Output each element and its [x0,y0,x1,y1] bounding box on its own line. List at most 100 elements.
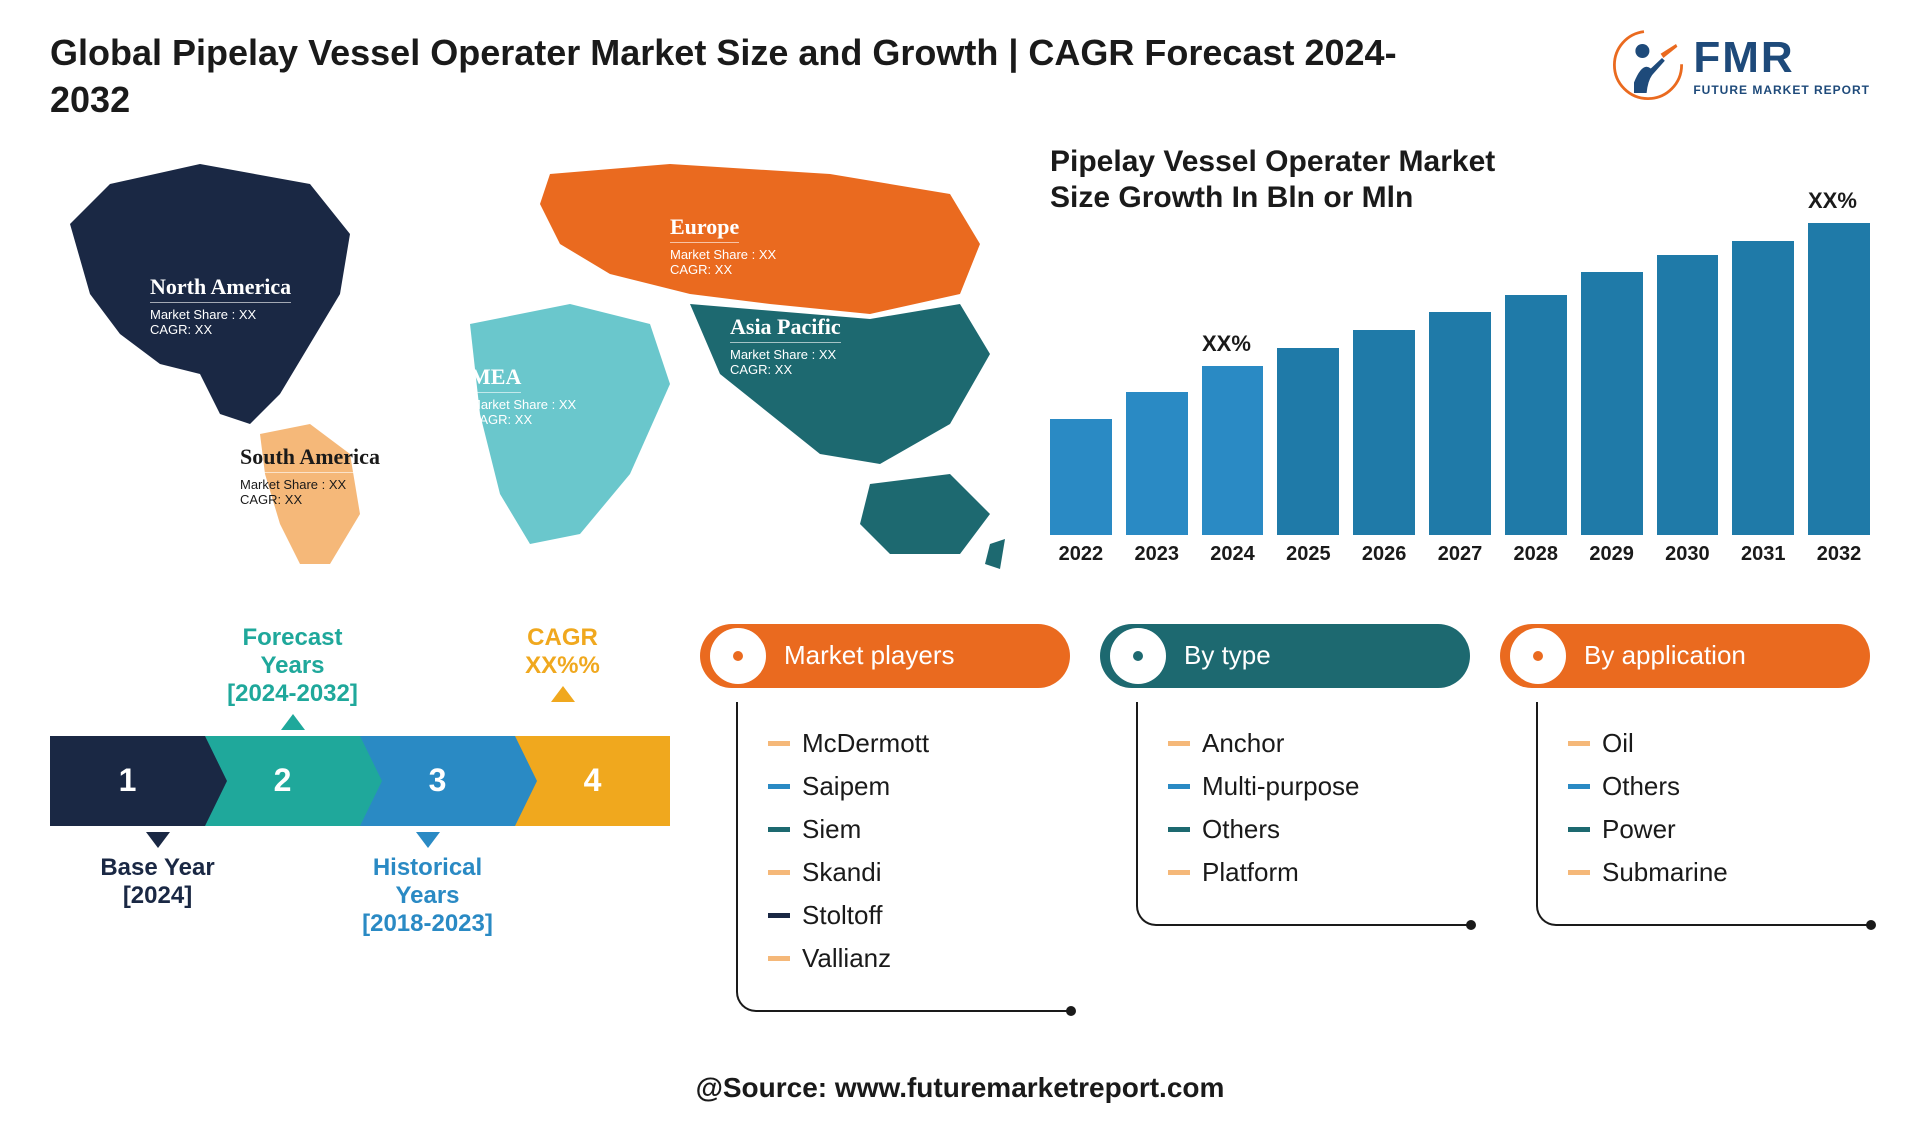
page-title: Global Pipelay Vessel Operater Market Si… [50,30,1450,124]
category-market-players: Market players McDermott Saipem Siem Skandi… [700,624,1070,1012]
list-item: Multi-purpose [1168,765,1470,808]
list-item: Skandi [768,851,1070,894]
logo-text: FMR [1693,33,1870,83]
bar-2027 [1429,312,1491,534]
tick-icon [768,956,790,961]
list-item: Power [1568,808,1870,851]
chart-title: Pipelay Vessel Operater Market Size Grow… [1050,144,1550,216]
bar-2031 [1732,241,1794,534]
category-body: Oil Others Power Submarine [1536,702,1870,926]
item-text: Skandi [802,857,882,888]
list-item: Platform [1168,851,1470,894]
item-text: Saipem [802,771,890,802]
category-by-type: By type Anchor Multi-purpose Others Platfor… [1100,624,1470,1012]
bar-label: 2032 [1817,543,1862,566]
item-text: McDermott [802,728,929,759]
world-map: North AmericaMarket Share : XXCAGR: XX So… [50,144,1010,574]
growth-chart: Pipelay Vessel Operater Market Size Grow… [1050,144,1870,574]
timeline-segment-4: 4 [515,736,670,826]
region-label-north-america: North AmericaMarket Share : XXCAGR: XX [150,274,291,337]
category-title: By application [1584,640,1746,671]
timeline-label-2: Historical Years[2018-2023] [360,854,495,938]
tick-icon [768,784,790,789]
logo-subtitle: FUTURE MARKET REPORT [1693,83,1870,97]
bar-2025 [1277,348,1339,535]
tick-icon [768,827,790,832]
category-body: McDermott Saipem Siem Skandi Stoltoff Vallian… [736,702,1070,1012]
tick-icon [1568,741,1590,746]
bar-label: 2022 [1059,543,1104,566]
source-attribution: @Source: www.futuremarketreport.com [50,1072,1870,1104]
map-australia [860,474,990,554]
list-item: Others [1168,808,1470,851]
bar-label: 2024 [1210,543,1255,566]
bar-col-2024: 2024 [1202,366,1264,566]
item-text: Siem [802,814,861,845]
item-text: Submarine [1602,857,1728,888]
item-text: Anchor [1202,728,1284,759]
bar-col-2025: 2025 [1277,348,1339,566]
bar-label: 2027 [1438,543,1483,566]
tick-icon [768,741,790,746]
category-header: By application [1500,624,1870,688]
map-nz [985,539,1005,569]
header-dot-icon [710,628,766,684]
bar-2022 [1050,419,1112,535]
tick-icon [1168,741,1190,746]
fmr-logo: FMR FUTURE MARKET REPORT [1613,30,1870,100]
region-label-south-america: South AmericaMarket Share : XXCAGR: XX [240,444,380,507]
bar-label: 2030 [1665,543,1710,566]
bar-2023 [1126,392,1188,534]
list-item: Others [1568,765,1870,808]
timeline-label-0: Base Year[2024] [90,854,225,910]
item-text: Platform [1202,857,1299,888]
bar-2026 [1353,330,1415,534]
item-text: Others [1602,771,1680,802]
logo-person-icon [1613,30,1683,100]
list-item: Submarine [1568,851,1870,894]
timeline: Forecast Years[2024-2032]CAGRXX%% 1234 B… [50,624,670,1012]
bar-2032 [1808,223,1870,534]
tick-icon [768,870,790,875]
bar-col-2026: 2026 [1353,330,1415,565]
bar-col-2023: 2023 [1126,392,1188,565]
tick-icon [1168,784,1190,789]
timeline-label-3: CAGRXX%% [495,624,630,680]
item-text: Power [1602,814,1676,845]
bar-chart: 2022 2023 2024 2025 2026 2027 2028 2029 2030 2031… [1050,226,1870,566]
bar-col-2022: 2022 [1050,419,1112,566]
timeline-segment-3: 3 [360,736,515,826]
list-item: Vallianz [768,937,1070,980]
list-item: Oil [1568,722,1870,765]
bar-label: 2025 [1286,543,1331,566]
category-header: By type [1100,624,1470,688]
bar-annotation: XX% [1808,188,1857,214]
category-title: Market players [784,640,955,671]
item-text: Stoltoff [802,900,882,931]
item-text: Multi-purpose [1202,771,1360,802]
list-item: Siem [768,808,1070,851]
header-dot-icon [1510,628,1566,684]
bar-2030 [1657,255,1719,535]
bar-col-2032: 2032 [1808,223,1870,565]
item-text: Vallianz [802,943,891,974]
region-label-asia-pacific: Asia PacificMarket Share : XXCAGR: XX [730,314,841,377]
bar-col-2027: 2027 [1429,312,1491,565]
bar-annotation: XX% [1202,331,1251,357]
bar-col-2028: 2028 [1505,295,1567,566]
bar-2024 [1202,366,1264,535]
tick-icon [1168,870,1190,875]
list-item: Stoltoff [768,894,1070,937]
tick-icon [1568,784,1590,789]
timeline-segment-1: 1 [50,736,205,826]
bar-col-2031: 2031 [1732,241,1794,565]
bar-label: 2029 [1589,543,1634,566]
bar-label: 2023 [1134,543,1179,566]
bar-label: 2031 [1741,543,1786,566]
world-map-svg [50,144,1010,574]
category-by-application: By application Oil Others Power Submarine [1500,624,1870,1012]
item-text: Others [1202,814,1280,845]
list-item: Saipem [768,765,1070,808]
bar-col-2030: 2030 [1657,255,1719,566]
arrow-down-icon [416,832,440,848]
